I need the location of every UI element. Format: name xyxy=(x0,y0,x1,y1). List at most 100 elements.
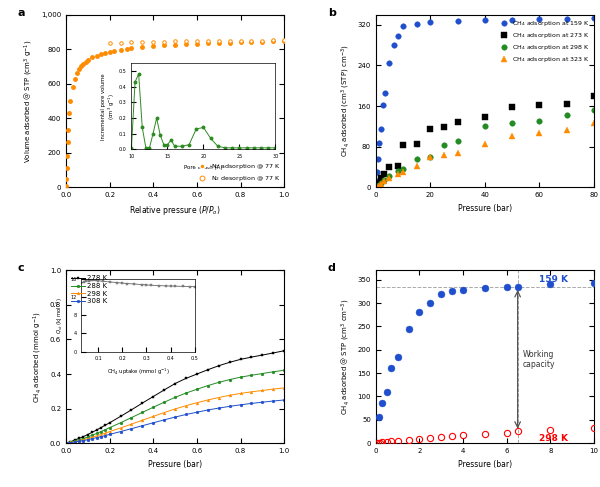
298 K xyxy=(89,434,96,440)
278 K xyxy=(93,427,100,433)
CH$_4$ adsorption at 159 K xyxy=(382,91,389,96)
CH$_4$ adsorption at 298 K xyxy=(590,107,598,113)
298 K xyxy=(93,433,100,439)
308 K xyxy=(204,407,211,413)
Text: a: a xyxy=(18,8,25,18)
308 K xyxy=(237,402,244,408)
278 K xyxy=(204,367,211,373)
CH$_4$ adsorption at 159 K xyxy=(590,15,598,21)
298 K xyxy=(101,430,109,436)
288 K xyxy=(67,439,74,445)
Legend: 278 K, 288 K, 298 K, 308 K: 278 K, 288 K, 298 K, 308 K xyxy=(68,272,110,307)
Text: c: c xyxy=(18,263,25,274)
CH$_4$ adsorption at 273 K xyxy=(509,104,516,110)
CH$_4$ adsorption at 298 K xyxy=(481,124,488,130)
298 K xyxy=(161,410,168,415)
278 K xyxy=(182,375,190,381)
CH$_4$ adsorption at 159 K xyxy=(373,178,380,184)
288 K xyxy=(84,434,91,440)
CH$_4$ adsorption at 298 K xyxy=(454,138,461,144)
298 K xyxy=(139,417,146,423)
CH$_4$ adsorption at 298 K xyxy=(413,156,421,162)
CH$_4$ adsorption at 298 K xyxy=(536,118,543,124)
CH$_4$ adsorption at 298 K xyxy=(375,182,382,188)
308 K xyxy=(97,434,104,440)
Line: 308 K: 308 K xyxy=(65,398,286,445)
278 K xyxy=(226,359,233,365)
288 K xyxy=(248,373,255,378)
288 K xyxy=(106,425,113,431)
CH$_4$ adsorption at 273 K xyxy=(394,163,401,169)
298 K xyxy=(204,397,211,403)
Line: CH$_4$ adsorption at 273 K: CH$_4$ adsorption at 273 K xyxy=(373,93,597,189)
278 K xyxy=(172,381,179,387)
X-axis label: Pressure (bar): Pressure (bar) xyxy=(458,460,512,468)
298 K xyxy=(215,394,223,400)
CH$_4$ adsorption at 159 K xyxy=(386,60,393,66)
298 K xyxy=(281,385,288,391)
298 K xyxy=(269,386,277,392)
308 K xyxy=(215,405,223,411)
308 K xyxy=(226,403,233,409)
CH$_4$ adsorption at 159 K xyxy=(454,18,461,24)
CH$_4$ adsorption at 273 K xyxy=(481,114,488,120)
288 K xyxy=(215,379,223,385)
308 K xyxy=(76,438,83,444)
308 K xyxy=(281,397,288,403)
CH$_4$ adsorption at 323 K xyxy=(536,130,543,135)
Line: CH$_4$ adsorption at 298 K: CH$_4$ adsorption at 298 K xyxy=(373,108,597,190)
298 K xyxy=(172,406,179,412)
CH$_4$ adsorption at 298 K xyxy=(373,184,380,190)
CH$_4$ adsorption at 298 K xyxy=(380,177,388,183)
CH$_4$ adsorption at 159 K xyxy=(563,16,571,21)
278 K xyxy=(237,356,244,362)
278 K xyxy=(117,413,124,419)
298 K xyxy=(226,393,233,398)
298 K xyxy=(117,425,124,431)
CH$_4$ adsorption at 298 K xyxy=(400,166,407,171)
CH$_4$ adsorption at 298 K xyxy=(374,184,381,189)
Line: CH$_4$ adsorption at 323 K: CH$_4$ adsorption at 323 K xyxy=(373,121,597,190)
308 K xyxy=(161,417,168,423)
CH$_4$ adsorption at 159 K xyxy=(390,42,397,48)
CH$_4$ adsorption at 273 K xyxy=(427,126,434,132)
298 K xyxy=(106,429,113,434)
298 K xyxy=(259,388,266,393)
Y-axis label: CH$_4$ adsorbed (cm$^3$ (STP) cm$^{-3}$): CH$_4$ adsorbed (cm$^3$ (STP) cm$^{-3}$) xyxy=(340,45,352,157)
CH$_4$ adsorption at 323 K xyxy=(377,181,385,187)
CH$_4$ adsorption at 273 K xyxy=(375,180,382,186)
278 K xyxy=(106,420,113,426)
CH$_4$ adsorption at 298 K xyxy=(563,112,571,118)
278 K xyxy=(215,363,223,369)
298 K xyxy=(182,403,190,409)
278 K xyxy=(62,440,70,446)
Text: Working
capacity: Working capacity xyxy=(523,350,556,369)
278 K xyxy=(269,350,277,356)
288 K xyxy=(71,438,79,444)
298 K xyxy=(84,435,91,441)
308 K xyxy=(269,398,277,404)
CH$_4$ adsorption at 159 K xyxy=(377,126,385,132)
CH$_4$ adsorption at 323 K xyxy=(590,120,598,126)
288 K xyxy=(117,420,124,426)
CH$_4$ adsorption at 323 K xyxy=(373,185,380,190)
308 K xyxy=(259,399,266,405)
CH$_4$ adsorption at 273 K xyxy=(590,93,598,99)
CH$_4$ adsorption at 273 K xyxy=(374,183,381,188)
288 K xyxy=(139,410,146,415)
CH$_4$ adsorption at 273 K xyxy=(440,125,448,131)
288 K xyxy=(93,431,100,436)
CH$_4$ adsorption at 159 K xyxy=(374,169,381,175)
Line: 288 K: 288 K xyxy=(65,369,286,445)
308 K xyxy=(62,440,70,446)
CH$_4$ adsorption at 323 K xyxy=(380,178,388,184)
Line: CH$_4$ adsorption at 159 K: CH$_4$ adsorption at 159 K xyxy=(373,16,597,189)
288 K xyxy=(161,399,168,405)
Text: 159 K: 159 K xyxy=(539,275,568,283)
CH$_4$ adsorption at 298 K xyxy=(394,168,401,174)
CH$_4$ adsorption at 273 K xyxy=(413,141,421,147)
CH$_4$ adsorption at 159 K xyxy=(481,17,488,22)
288 K xyxy=(101,427,109,432)
CH$_4$ adsorption at 273 K xyxy=(373,184,380,190)
278 K xyxy=(161,387,168,393)
